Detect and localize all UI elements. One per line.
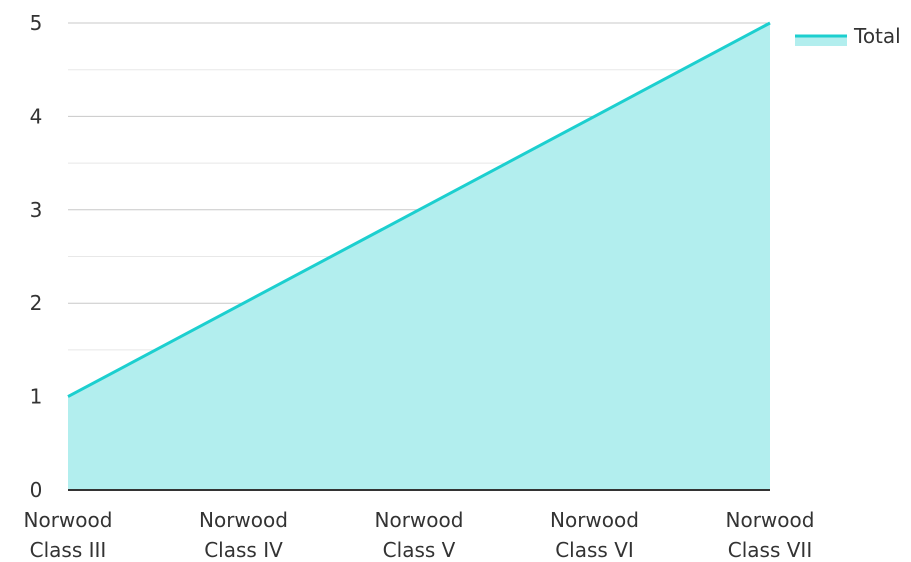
x-tick-label: Norwood Class VI xyxy=(550,508,639,562)
y-tick-label: 1 xyxy=(30,385,43,409)
y-tick-label: 3 xyxy=(30,198,43,222)
x-tick-label: Norwood Class III xyxy=(24,508,113,562)
x-tick-label: Norwood Class V xyxy=(375,508,464,562)
legend-swatch-fill xyxy=(795,36,847,46)
legend[interactable]: Total xyxy=(795,24,901,48)
series-total-line xyxy=(67,21,771,398)
y-tick-label: 2 xyxy=(30,291,43,315)
y-tick-label: 5 xyxy=(30,11,43,35)
x-tick-label: Norwood Class VII xyxy=(726,508,815,562)
series-total-area xyxy=(68,23,770,490)
x-axis-ticks: Norwood Class III Norwood Class IV Norwood Cl… xyxy=(24,508,815,562)
y-tick-label: 4 xyxy=(30,104,43,128)
x-tick-label: Norwood Class IV xyxy=(199,508,288,562)
y-tick-label: 0 xyxy=(30,478,43,502)
y-axis-ticks: 0 1 2 3 4 5 xyxy=(30,11,43,502)
legend-label-total: Total xyxy=(853,24,901,48)
